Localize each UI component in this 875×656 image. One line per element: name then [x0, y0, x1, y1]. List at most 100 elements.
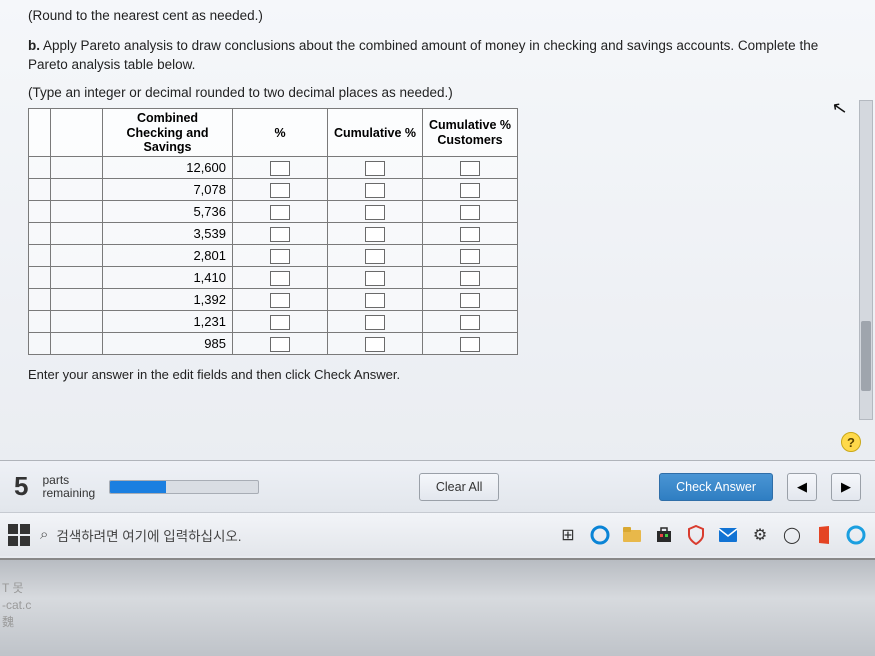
- help-icon[interactable]: ?: [841, 432, 861, 452]
- cumpercent-cell[interactable]: [328, 201, 423, 223]
- percent-cell[interactable]: [233, 311, 328, 333]
- store-icon[interactable]: [653, 524, 675, 546]
- background-text: T 못 -cat.c 魏: [0, 580, 31, 630]
- cumpercent-input[interactable]: [365, 205, 385, 220]
- cumcust-input[interactable]: [460, 227, 480, 242]
- office-icon[interactable]: [813, 524, 835, 546]
- cumcust-input[interactable]: [460, 249, 480, 264]
- edge-icon[interactable]: [589, 524, 611, 546]
- percent-input[interactable]: [270, 293, 290, 308]
- cumpercent-input[interactable]: [365, 315, 385, 330]
- round-note: (Round to the nearest cent as needed.): [28, 6, 857, 26]
- cumcust-input[interactable]: [460, 337, 480, 352]
- cumcust-cell[interactable]: [423, 223, 518, 245]
- cumcust-input[interactable]: [460, 293, 480, 308]
- row-mark: [29, 201, 51, 223]
- row-blank: [51, 311, 103, 333]
- cumcust-cell[interactable]: [423, 157, 518, 179]
- percent-cell[interactable]: [233, 157, 328, 179]
- cumcust-cell[interactable]: [423, 245, 518, 267]
- cumpercent-cell[interactable]: [328, 157, 423, 179]
- cumcust-cell[interactable]: [423, 201, 518, 223]
- table-row: 3,539: [29, 223, 518, 245]
- row-mark: [29, 245, 51, 267]
- cumpercent-input[interactable]: [365, 293, 385, 308]
- table-row: 1,392: [29, 289, 518, 311]
- table-row: 5,736: [29, 201, 518, 223]
- prev-button[interactable]: ◀: [787, 473, 817, 501]
- settings-icon[interactable]: ⚙: [749, 524, 771, 546]
- combined-value: 1,392: [103, 289, 233, 311]
- taskbar-search[interactable]: ⌕ 검색하려면 여기에 입력하십시오.: [40, 525, 340, 545]
- cumcust-input[interactable]: [460, 315, 480, 330]
- cumpercent-input[interactable]: [365, 271, 385, 286]
- percent-cell[interactable]: [233, 179, 328, 201]
- combined-value: 7,078: [103, 179, 233, 201]
- percent-input[interactable]: [270, 315, 290, 330]
- cumpercent-cell[interactable]: [328, 333, 423, 355]
- clear-all-button[interactable]: Clear All: [419, 473, 500, 501]
- next-button[interactable]: ▶: [831, 473, 861, 501]
- mail-icon[interactable]: [717, 524, 739, 546]
- search-icon: ⌕: [40, 526, 48, 543]
- cumcust-input[interactable]: [460, 271, 480, 286]
- cumpercent-cell[interactable]: [328, 311, 423, 333]
- taskview-icon[interactable]: ⊞: [557, 524, 579, 546]
- cumcust-cell[interactable]: [423, 311, 518, 333]
- row-blank: [51, 201, 103, 223]
- cortana-icon[interactable]: ◯: [781, 524, 803, 546]
- combined-value: 1,231: [103, 311, 233, 333]
- percent-input[interactable]: [270, 161, 290, 176]
- percent-input[interactable]: [270, 337, 290, 352]
- cumcust-cell[interactable]: [423, 289, 518, 311]
- table-row: 1,410: [29, 267, 518, 289]
- explorer-icon[interactable]: [621, 524, 643, 546]
- cumpercent-cell[interactable]: [328, 245, 423, 267]
- row-mark: [29, 223, 51, 245]
- cumcust-cell[interactable]: [423, 267, 518, 289]
- percent-cell[interactable]: [233, 267, 328, 289]
- cumpercent-cell[interactable]: [328, 289, 423, 311]
- cumpercent-input[interactable]: [365, 161, 385, 176]
- cumpercent-cell[interactable]: [328, 179, 423, 201]
- percent-input[interactable]: [270, 205, 290, 220]
- percent-input[interactable]: [270, 227, 290, 242]
- vertical-scrollbar[interactable]: [859, 100, 873, 420]
- cumpercent-input[interactable]: [365, 183, 385, 198]
- percent-cell[interactable]: [233, 245, 328, 267]
- cumpercent-input[interactable]: [365, 337, 385, 352]
- answer-footer: 5 parts remaining Clear All Check Answer…: [0, 460, 875, 512]
- parts-remaining-count: 5: [14, 471, 28, 502]
- type-hint: (Type an integer or decimal rounded to t…: [28, 83, 857, 103]
- parts-remaining-label: parts remaining: [42, 474, 95, 499]
- header-cumpercent: Cumulative %: [328, 109, 423, 157]
- combined-value: 12,600: [103, 157, 233, 179]
- percent-input[interactable]: [270, 249, 290, 264]
- percent-input[interactable]: [270, 183, 290, 198]
- cumpercent-cell[interactable]: [328, 267, 423, 289]
- shield-icon[interactable]: [685, 524, 707, 546]
- start-button[interactable]: [8, 524, 30, 546]
- row-mark: [29, 157, 51, 179]
- cumpercent-input[interactable]: [365, 249, 385, 264]
- cumcust-input[interactable]: [460, 205, 480, 220]
- cumcust-input[interactable]: [460, 161, 480, 176]
- cumcust-cell[interactable]: [423, 179, 518, 201]
- header-percent: %: [233, 109, 328, 157]
- percent-input[interactable]: [270, 271, 290, 286]
- percent-cell[interactable]: [233, 333, 328, 355]
- percent-cell[interactable]: [233, 201, 328, 223]
- instructions: (Round to the nearest cent as needed.) b…: [28, 6, 857, 102]
- cumcust-cell[interactable]: [423, 333, 518, 355]
- row-mark: [29, 333, 51, 355]
- cumpercent-cell[interactable]: [328, 223, 423, 245]
- header-cumcust: Cumulative % Customers: [423, 109, 518, 157]
- circle-icon[interactable]: [845, 524, 867, 546]
- scrollbar-thumb[interactable]: [861, 321, 871, 391]
- cumpercent-input[interactable]: [365, 227, 385, 242]
- pareto-table: Combined Checking and Savings % Cumulati…: [28, 108, 518, 355]
- percent-cell[interactable]: [233, 289, 328, 311]
- cumcust-input[interactable]: [460, 183, 480, 198]
- percent-cell[interactable]: [233, 223, 328, 245]
- check-answer-button[interactable]: Check Answer: [659, 473, 773, 501]
